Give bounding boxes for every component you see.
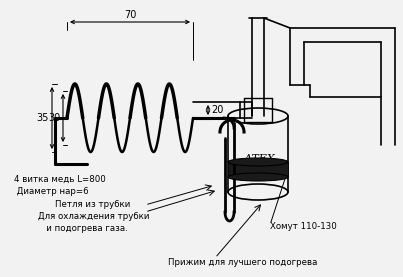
Ellipse shape [228, 173, 288, 181]
Bar [228, 162, 288, 177]
Text: Хомут 110-130: Хомут 110-130 [270, 222, 337, 231]
Text: 20: 20 [211, 105, 223, 115]
Text: 4 витка медь L=800
 Диаметр нар=6: 4 витка медь L=800 Диаметр нар=6 [14, 175, 106, 196]
Ellipse shape [228, 158, 288, 166]
Text: 35: 35 [37, 113, 49, 123]
Text: Петля из трубки: Петля из трубки [55, 200, 131, 209]
Text: 70: 70 [124, 10, 136, 20]
Text: Для охлаждения трубки
   и подогрева газа.: Для охлаждения трубки и подогрева газа. [38, 212, 150, 233]
Text: 30: 30 [49, 113, 61, 123]
Text: Прижим для лучшего подогрева: Прижим для лучшего подогрева [168, 258, 318, 267]
Text: АТЕХ: АТЕХ [244, 154, 276, 164]
